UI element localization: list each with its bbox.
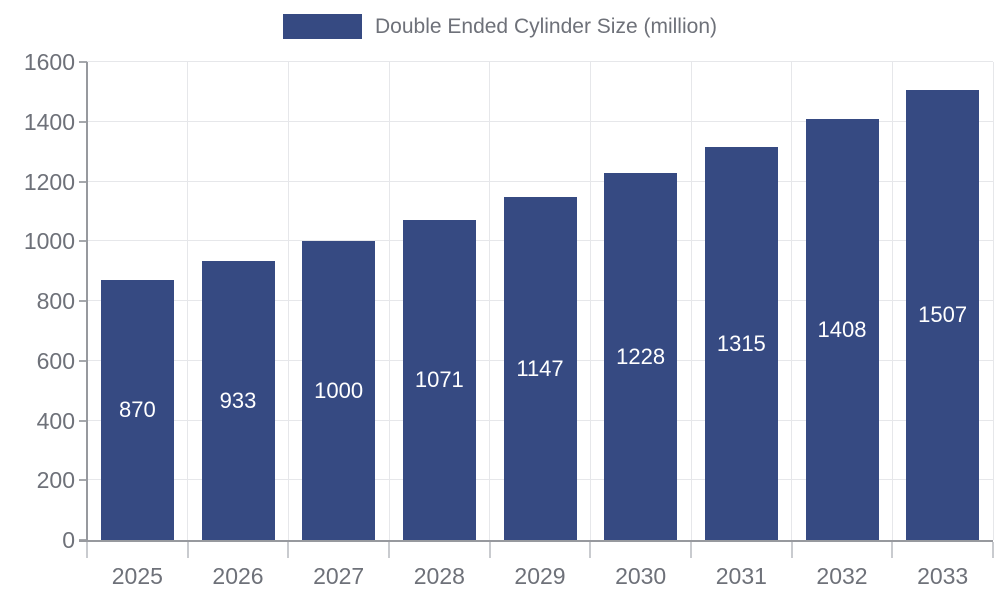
x-grid-line <box>690 62 692 540</box>
bar-value-label: 1000 <box>314 377 364 403</box>
y-axis-label: 1400 <box>23 108 75 135</box>
y-axis-label: 0 <box>62 527 75 553</box>
x-axis-tick <box>891 542 894 558</box>
bar[interactable] <box>805 119 879 540</box>
legend-label: Double Ended Cylinder Size (million) <box>375 14 717 38</box>
bar[interactable] <box>100 280 174 540</box>
x-axis-label: 2031 <box>715 563 767 589</box>
bar[interactable] <box>604 173 678 540</box>
y-axis-label: 1600 <box>23 49 75 75</box>
y-axis-tick <box>79 479 87 482</box>
y-axis-line <box>86 62 88 542</box>
x-axis-label: 2033 <box>917 563 969 589</box>
y-axis-tick <box>79 180 87 183</box>
bar[interactable] <box>302 241 376 540</box>
x-axis-label: 2032 <box>816 563 868 589</box>
x-axis-label: 2030 <box>615 563 667 589</box>
bar-value-label: 1315 <box>716 330 766 356</box>
x-axis-line <box>79 540 993 542</box>
x-grid-line <box>187 62 189 540</box>
x-axis-label: 2029 <box>514 563 566 589</box>
x-grid-line <box>791 62 793 540</box>
x-grid-line <box>589 62 591 540</box>
x-axis-label: 2028 <box>413 563 465 589</box>
y-axis-label: 200 <box>36 467 75 494</box>
y-axis-tick <box>79 300 87 302</box>
x-axis-label: 2026 <box>212 563 264 589</box>
bar[interactable] <box>402 220 476 540</box>
x-axis-tick <box>388 542 390 558</box>
x-axis-label: 2027 <box>313 563 365 589</box>
bar-value-label: 1507 <box>918 301 968 327</box>
y-grid-line <box>87 180 993 182</box>
bar-value-label: 870 <box>118 397 156 423</box>
legend: Double Ended Cylinder Size (million) <box>0 14 1000 39</box>
legend-item[interactable]: Double Ended Cylinder Size (million) <box>283 14 717 39</box>
y-axis-tick <box>79 240 87 243</box>
bar-value-label: 1228 <box>616 343 666 369</box>
bar-value-label: 1071 <box>414 367 464 393</box>
y-axis-label: 600 <box>36 347 75 374</box>
y-grid-line <box>87 120 993 122</box>
y-axis-label: 1000 <box>23 228 75 255</box>
x-axis-tick <box>488 542 491 558</box>
y-grid-line <box>87 61 993 62</box>
bar-value-label: 1408 <box>817 316 867 342</box>
y-axis-tick <box>79 120 87 123</box>
x-grid-line <box>891 62 893 540</box>
bar[interactable] <box>201 261 275 540</box>
y-axis-label: 1200 <box>23 168 75 195</box>
y-axis-tick <box>79 61 87 63</box>
x-axis-tick <box>690 542 692 558</box>
x-grid-line <box>489 62 491 540</box>
bar[interactable] <box>503 197 577 540</box>
x-axis-tick <box>992 542 994 558</box>
x-grid-line <box>992 62 994 540</box>
x-axis-tick <box>86 542 88 558</box>
x-axis-label: 2025 <box>111 563 163 589</box>
bar-value-label: 933 <box>219 387 257 413</box>
y-axis-label: 800 <box>36 288 75 314</box>
bar[interactable] <box>704 147 778 540</box>
legend-swatch <box>283 14 362 39</box>
y-axis-tick <box>79 359 87 362</box>
y-axis-tick <box>79 419 87 422</box>
bar-value-label: 1147 <box>516 355 564 381</box>
x-axis-tick <box>589 542 592 558</box>
bar[interactable] <box>906 89 980 540</box>
x-grid-line <box>287 62 289 540</box>
x-axis-tick <box>186 542 189 558</box>
x-axis-tick <box>287 542 290 558</box>
x-axis-tick <box>790 542 793 558</box>
y-axis-label: 400 <box>36 407 75 434</box>
x-grid-line <box>388 62 390 540</box>
